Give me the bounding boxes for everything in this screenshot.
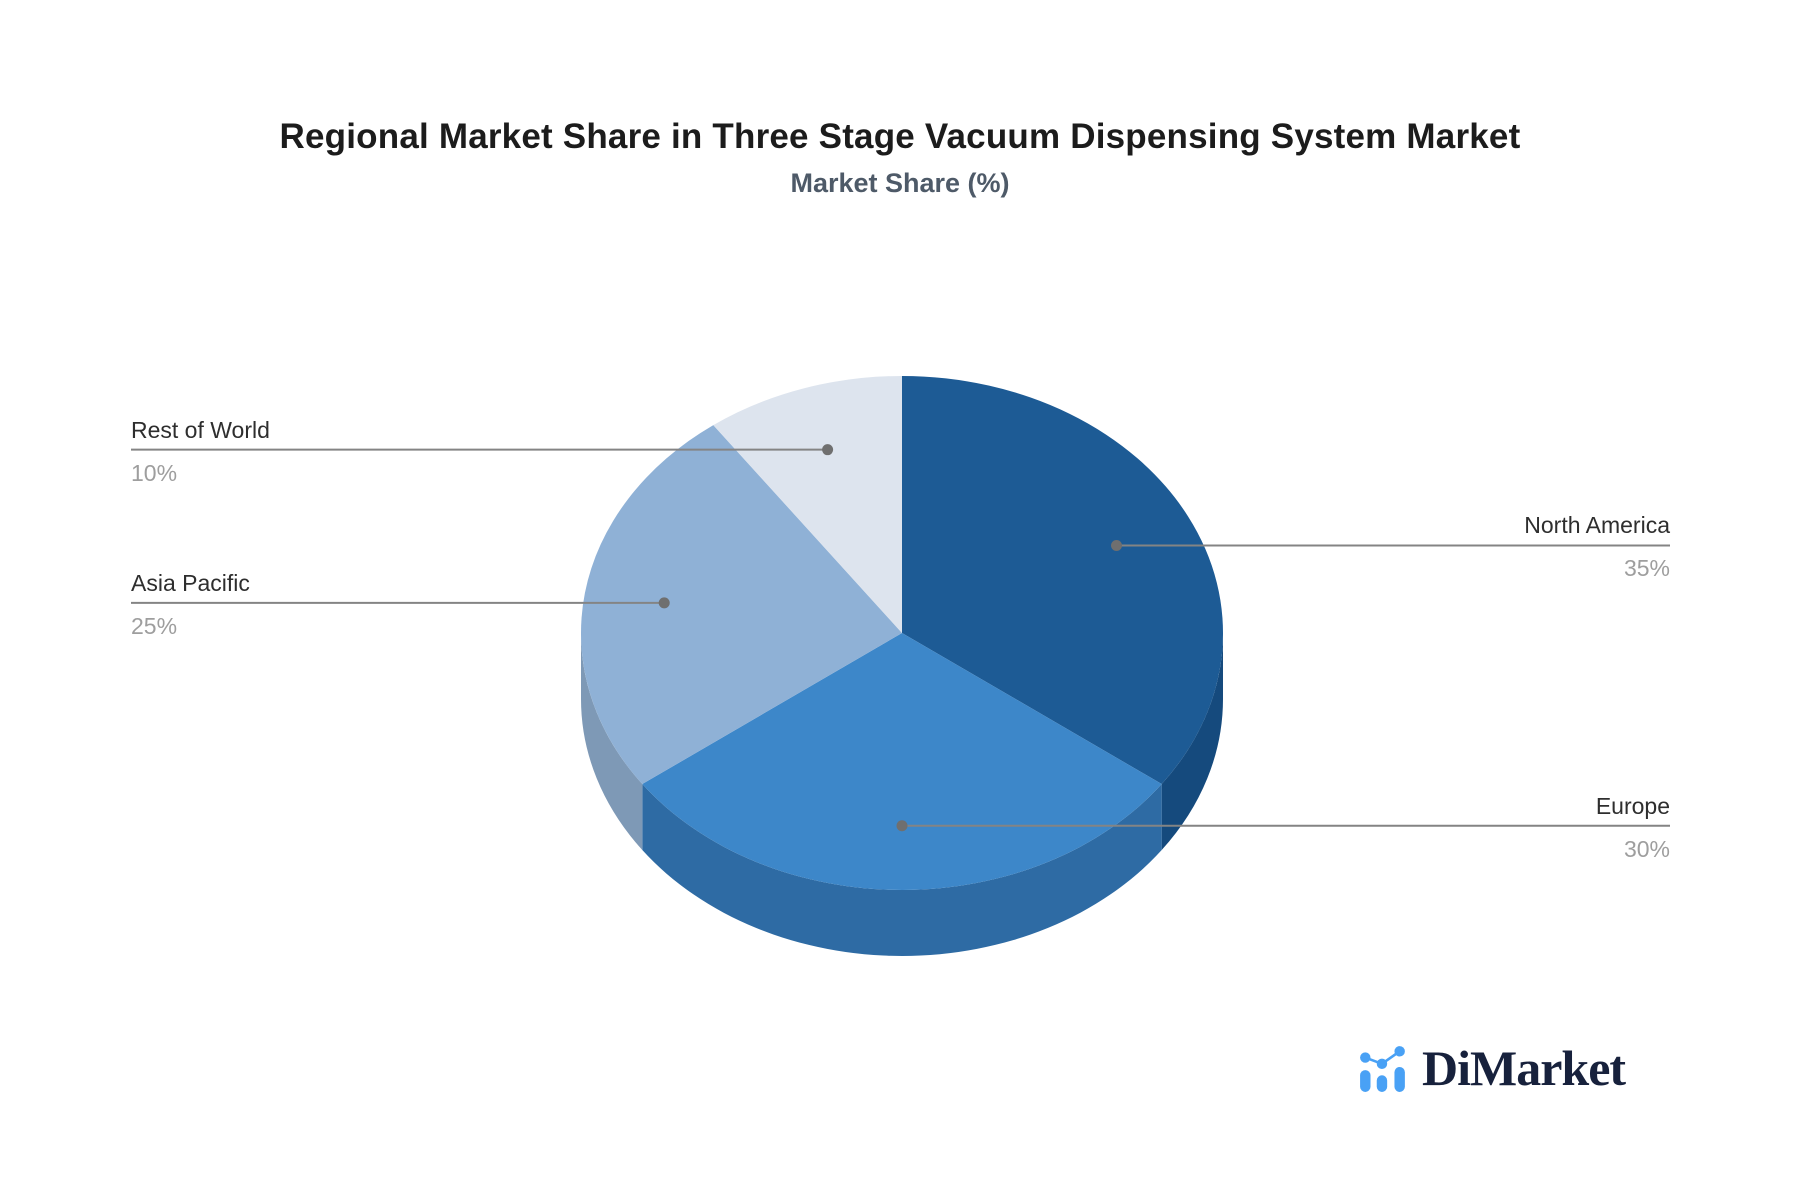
pie-slice-side-europe — [642, 784, 1162, 956]
callout-value: 35% — [1623, 555, 1670, 582]
dimarket-logo: DiMarket — [1358, 1040, 1626, 1096]
callout-europe: Europe 30% — [1596, 793, 1670, 862]
pie-slice-side-north-america — [1161, 633, 1223, 851]
leader-dot-europe — [896, 820, 908, 832]
callout-label: Europe — [1595, 792, 1670, 819]
callout-label: North America — [1524, 512, 1670, 539]
callout-rest-of-world: Rest of World 10% — [131, 417, 270, 486]
pie-slice-north-america[interactable] — [902, 376, 1223, 785]
callout-value: 25% — [131, 612, 178, 639]
chart-subtitle: Market Share (%) — [790, 168, 1010, 198]
callout-asia-pacific: Asia Pacific 25% — [131, 570, 250, 639]
callout-value: 10% — [131, 459, 178, 486]
leader-dot-north-america — [1111, 539, 1123, 551]
callout-north-america: North America 35% — [1524, 512, 1670, 581]
callout-label: Asia Pacific — [131, 569, 250, 596]
chart-title: Regional Market Share in Three Stage Vac… — [279, 117, 1521, 156]
callout-label: Rest of World — [131, 416, 270, 443]
leader-dot-rest-of-world — [822, 444, 834, 456]
pie-slice-side-asia-pacific — [581, 633, 643, 851]
leader-dot-asia-pacific — [658, 597, 670, 609]
bar-chart-trend-icon — [1360, 1046, 1405, 1092]
logo-text: DiMarket — [1422, 1040, 1626, 1096]
pie-slice-asia-pacific[interactable] — [581, 425, 902, 785]
pie-slice-rest-of-world[interactable] — [713, 376, 902, 633]
callout-value: 30% — [1623, 835, 1670, 862]
